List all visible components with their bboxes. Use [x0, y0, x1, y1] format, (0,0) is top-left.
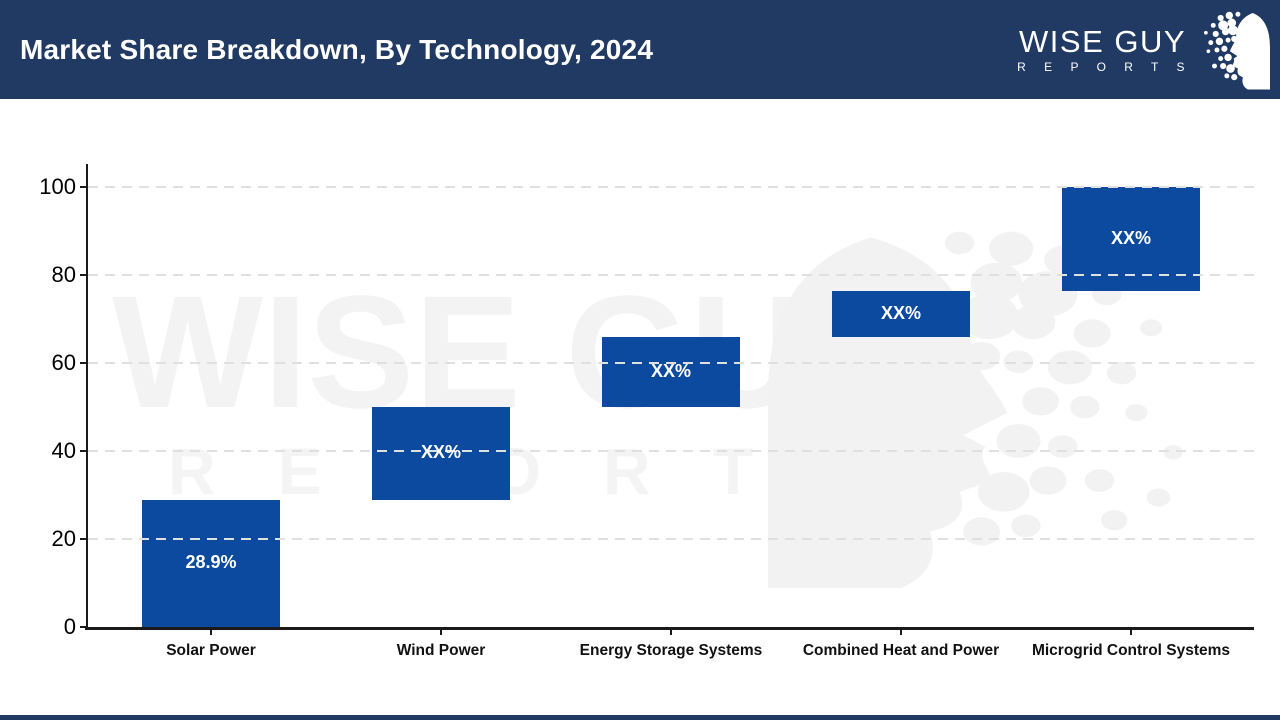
x-category-label: Solar Power — [166, 642, 256, 659]
y-axis-line — [86, 164, 88, 629]
x-category-label: Energy Storage Systems — [579, 642, 763, 659]
brand-name: WISE GUY — [1019, 24, 1187, 59]
x-tick-mark — [900, 628, 902, 635]
header: Market Share Breakdown, By Technology, 2… — [0, 0, 1280, 99]
gridline-100 — [88, 185, 1254, 188]
y-tick-mark — [80, 185, 88, 188]
bar-value-label: XX% — [880, 303, 922, 324]
y-tick-mark — [80, 273, 88, 276]
x-tick-mark — [210, 628, 212, 635]
gridline-80 — [88, 273, 1254, 276]
bar-solar-power — [142, 499, 280, 627]
bar-value-label: 28.9% — [185, 552, 237, 573]
x-tick-mark — [670, 628, 672, 635]
gridline-20 — [88, 537, 1254, 540]
gridline-60 — [88, 361, 1254, 364]
y-tick-mark — [80, 537, 88, 540]
brand-subtitle: R E P O R T S — [1017, 60, 1192, 74]
y-tick-label: 80 — [51, 261, 76, 287]
y-tick-mark — [80, 361, 88, 364]
y-tick-label: 60 — [51, 349, 76, 375]
bar-value-label: XX% — [650, 361, 692, 382]
page-title: Market Share Breakdown, By Technology, 2… — [20, 33, 654, 65]
x-tick-mark — [440, 628, 442, 635]
bar-value-label: XX% — [1110, 228, 1152, 248]
y-tick-mark — [80, 626, 88, 628]
bar-combined-heat-and-power — [832, 291, 970, 338]
bar-value-label: XX% — [420, 442, 462, 463]
watermark-text-line2: REPORTS — [168, 434, 922, 508]
x-category-label: Combined Heat and Power — [802, 642, 1000, 659]
gridline-40 — [88, 449, 1254, 452]
x-tick-mark — [1130, 628, 1132, 635]
y-tick-label: 20 — [51, 525, 76, 551]
y-tick-label: 100 — [39, 173, 76, 199]
x-category-label: Microgrid Control Systems — [1031, 642, 1231, 659]
x-axis-line — [85, 627, 1254, 630]
brand-head-icon — [1204, 11, 1270, 89]
brand-logo-text: WISE GUY R E P O R T S — [1013, 26, 1192, 73]
footer-bar — [0, 715, 1280, 720]
y-tick-label: 40 — [51, 437, 76, 463]
y-tick-mark — [80, 449, 88, 452]
y-tick-label: 0 — [63, 614, 76, 639]
bar-energy-storage-systems — [602, 337, 740, 408]
x-category-label: Wind Power — [396, 642, 486, 659]
bar-wind-power — [372, 407, 510, 500]
brand-logo: WISE GUY R E P O R T S — [1013, 9, 1270, 91]
